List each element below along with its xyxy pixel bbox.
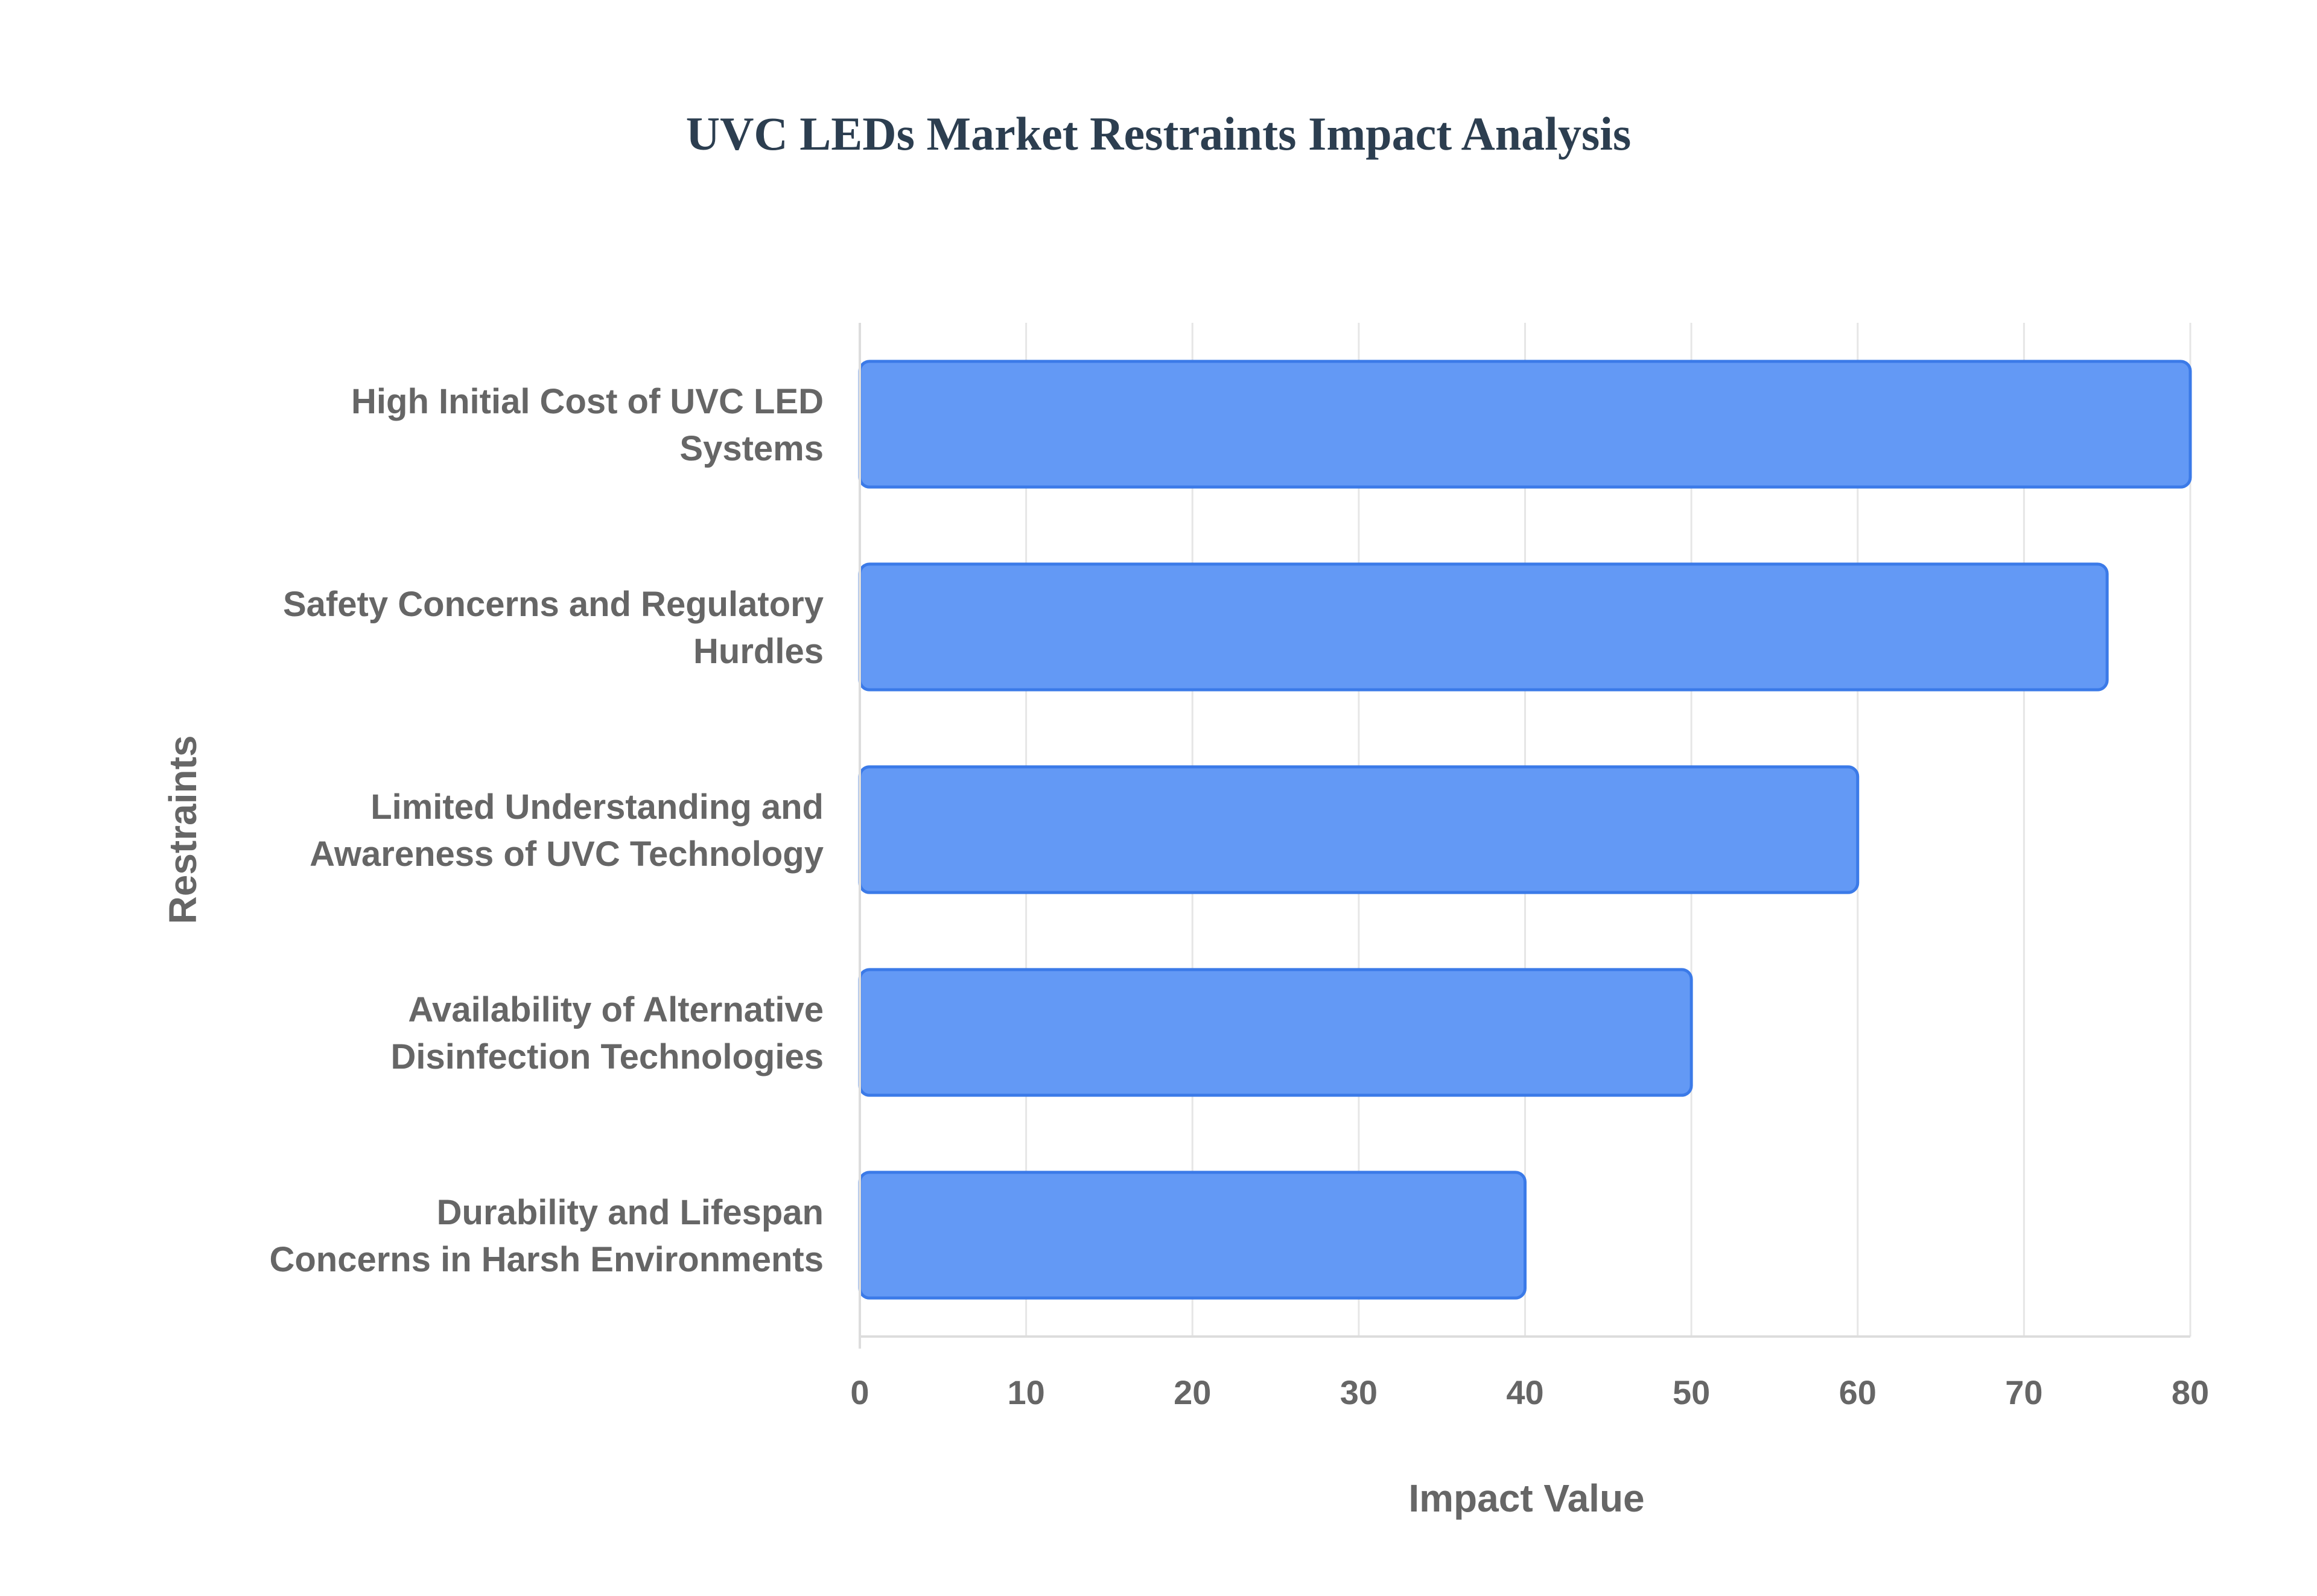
bar-layer: [858, 360, 2192, 1300]
tick-label-layer: 0 10 20 30 40 50 60 70 80: [850, 1373, 2209, 1411]
x-tick-label-0: 0: [850, 1373, 869, 1411]
category-label-line: Limited Understanding and: [370, 787, 824, 827]
x-tick-label-70: 70: [2005, 1373, 2042, 1411]
category-label-line: High Initial Cost of UVC LED: [351, 382, 824, 421]
x-axis-title: Impact Value: [1408, 1477, 1644, 1520]
category-label-line: Durability and Lifespan: [437, 1193, 824, 1232]
bar-5: [858, 1171, 1527, 1300]
bar-3: [858, 765, 1860, 894]
category-label-line: Disinfection Technologies: [390, 1037, 824, 1076]
x-tick-label-60: 60: [1839, 1373, 1877, 1411]
category-label-line: Hurdles: [693, 632, 824, 671]
category-label-line: Safety Concerns and Regulatory: [283, 585, 824, 624]
category-label-2: Safety Concerns and Regulatory Hurdles: [283, 585, 824, 671]
x-tick-label-10: 10: [1007, 1373, 1044, 1411]
x-tick-label-40: 40: [1506, 1373, 1543, 1411]
category-label-line: Awareness of UVC Technology: [310, 835, 824, 874]
chart-title: UVC LEDs Market Restraints Impact Analys…: [686, 107, 1631, 160]
x-tick-label-20: 20: [1174, 1373, 1211, 1411]
category-label-4: Availability of Alternative Disinfection …: [390, 990, 824, 1076]
category-label-3: Limited Understanding and Awareness of UV…: [310, 787, 824, 874]
y-axis-title: Restraints: [161, 736, 205, 924]
x-tick-label-80: 80: [2172, 1373, 2209, 1411]
x-tick-label-50: 50: [1673, 1373, 1710, 1411]
category-label-line: Concerns in Harsh Environments: [269, 1240, 824, 1279]
bar-1: [858, 360, 2192, 489]
bar-2: [858, 562, 2109, 691]
category-label-line: Systems: [679, 429, 824, 468]
category-label-layer: High Initial Cost of UVC LED Systems Safet…: [269, 382, 824, 1279]
axis-layer: [859, 323, 2190, 1349]
category-label-1: High Initial Cost of UVC LED Systems: [351, 382, 824, 468]
category-label-line: Availability of Alternative: [408, 990, 824, 1029]
category-label-5: Durability and Lifespan Concerns in Harsh…: [269, 1193, 824, 1279]
bar-4: [858, 968, 1693, 1097]
x-tick-label-30: 30: [1340, 1373, 1378, 1411]
